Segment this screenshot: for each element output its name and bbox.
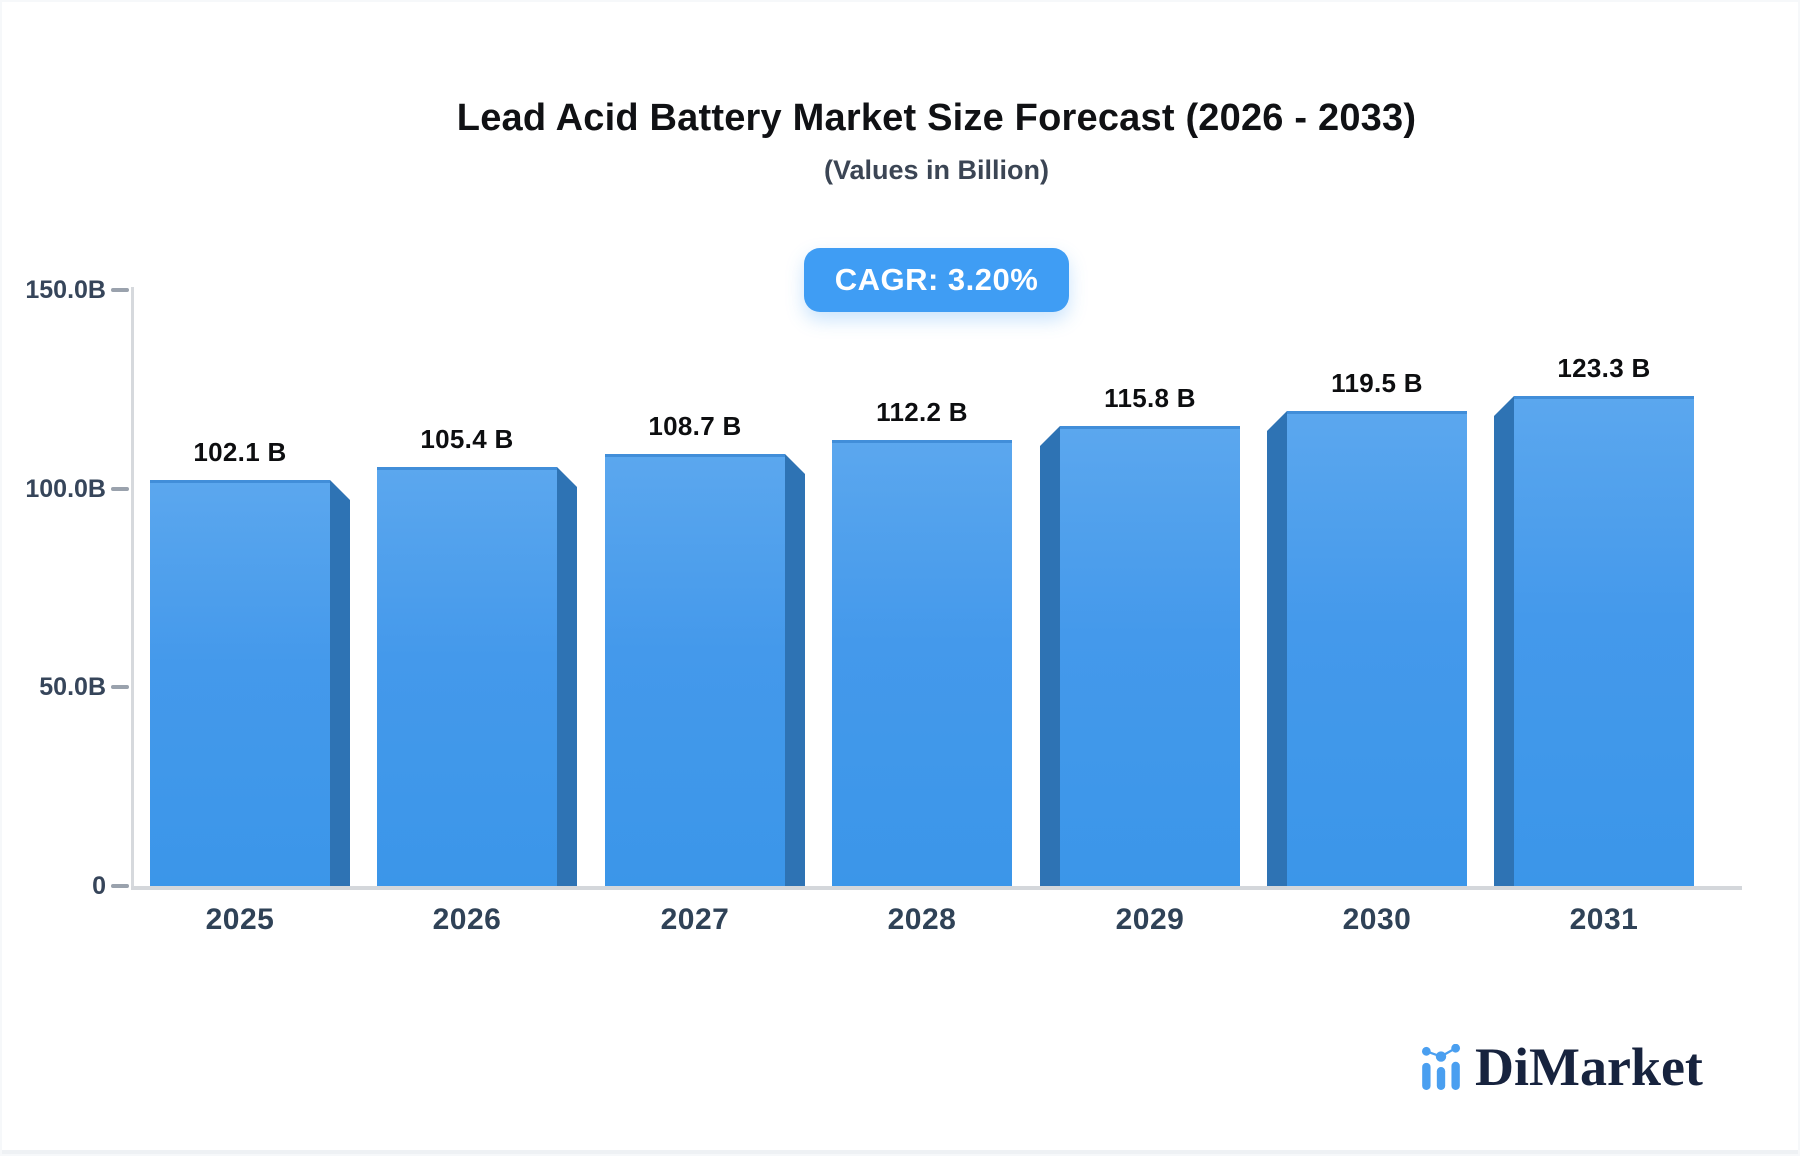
bar-2029[interactable] (1060, 426, 1240, 886)
x-axis-line (131, 886, 1742, 890)
cagr-badge: CAGR: 3.20% (803, 248, 1070, 312)
bar-2026[interactable] (377, 467, 557, 886)
brand-logo[interactable]: DiMarket (1420, 1040, 1703, 1094)
x-axis-tick-label: 2028 (887, 903, 957, 936)
bar-2027[interactable] (605, 454, 785, 886)
bar-value-label: 102.1 B (193, 437, 287, 467)
y-axis-tick-mark (111, 288, 129, 292)
brand-logo-text: DiMarket (1475, 1037, 1703, 1097)
y-axis-tick-label: 100.0B (25, 474, 106, 503)
bar-side-face (1040, 426, 1060, 886)
bar-2025[interactable] (150, 480, 330, 886)
bar-2031[interactable] (1514, 396, 1694, 886)
bar-value-label: 108.7 B (648, 411, 742, 441)
y-axis-tick-label: 50.0B (39, 673, 106, 702)
x-axis-tick-label: 2029 (1115, 903, 1185, 936)
bar-2028[interactable] (832, 440, 1012, 886)
y-axis-tick-label: 150.0B (25, 276, 106, 304)
x-axis-tick-label: 2030 (1342, 903, 1412, 936)
y-axis-tick-mark (111, 685, 129, 690)
brand-logo-icon (1421, 1044, 1461, 1090)
y-axis-tick-label: 0 (92, 872, 106, 900)
bar-side-face (785, 454, 805, 886)
bar-value-label: 123.3 B (1557, 353, 1651, 383)
bar-value-label: 105.4 B (420, 424, 514, 454)
x-axis-tick-label: 2025 (205, 903, 275, 936)
y-axis-tick-mark (111, 884, 129, 888)
chart-subtitle: (Values in Billion) (823, 155, 1050, 185)
bar-2030[interactable] (1287, 411, 1467, 886)
x-axis-tick-label: 2027 (660, 903, 730, 936)
bar-side-face (1494, 396, 1514, 886)
bar-value-label: 115.8 B (1104, 383, 1196, 413)
chart-title: Lead Acid Battery Market Size Forecast (… (456, 97, 1417, 139)
bar-value-label: 112.2 B (876, 397, 968, 427)
y-axis-tick-mark (111, 486, 129, 491)
bar-side-face (330, 480, 350, 886)
cagr-badge-row: CAGR: 3.20% (131, 248, 1742, 312)
bar-side-face (557, 467, 577, 886)
x-axis-tick-label: 2026 (432, 903, 502, 936)
y-axis-line (131, 287, 134, 890)
bar-value-label: 119.5 B (1331, 368, 1423, 398)
bar-side-face (1267, 411, 1287, 886)
x-axis-tick-label: 2031 (1569, 903, 1639, 936)
